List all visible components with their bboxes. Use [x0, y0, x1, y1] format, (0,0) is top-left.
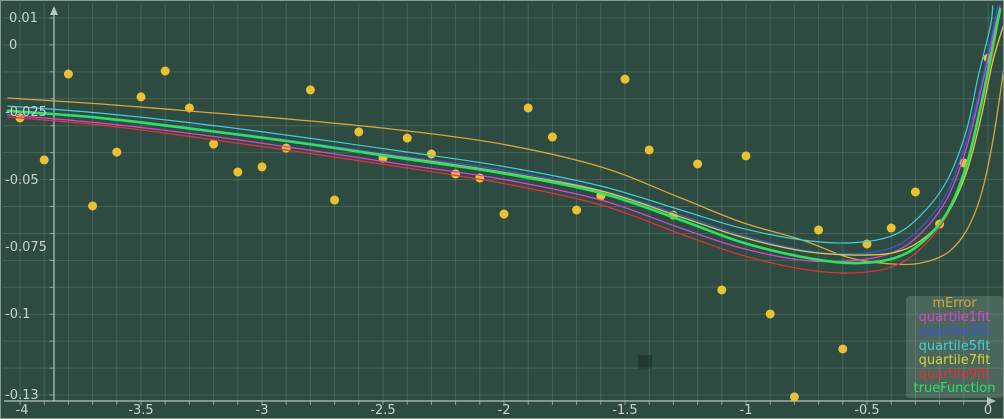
x-axis-arrow-icon [987, 397, 996, 405]
scatter-point [717, 285, 727, 295]
scatter-point [209, 139, 219, 149]
y-axis-tick-label: -0.075 [5, 240, 47, 255]
x-axis-tick-label: -4 [15, 403, 29, 418]
legend-entry-quartile3fit: quartile3fit [918, 324, 991, 340]
scatter-point [620, 74, 630, 84]
scatter-point [305, 85, 315, 95]
y-axis-tick-label: -0.025 [5, 105, 47, 120]
curve-truefunction [6, 7, 1002, 265]
scatter-point [233, 167, 243, 177]
x-axis-tick-label: -1.5 [612, 403, 638, 418]
scatter-point [886, 223, 896, 233]
x-axis-tick-label: -3.5 [128, 403, 154, 418]
y-axis-tick-label: -0.05 [5, 173, 39, 188]
legend-entry-quartile7fit: quartile7fit [918, 352, 991, 368]
x-axis-tick-label: -1 [739, 403, 753, 418]
scatter-point [523, 103, 533, 113]
scatter-point [789, 392, 799, 402]
legend-entry-truefunction: trueFunction [913, 381, 996, 397]
scatter-point [693, 159, 703, 169]
scatter-point [910, 187, 920, 197]
scatter-point [402, 133, 412, 143]
scatter-point [838, 344, 848, 354]
legend: mError quartile1fit quartile3fit quartil… [906, 296, 1003, 399]
y-axis-tick-label: -0.13 [5, 388, 39, 403]
scatter-point [39, 155, 49, 165]
y-axis-tick-label: -0.1 [5, 307, 31, 322]
x-axis-tick-label: 0 [983, 403, 993, 418]
curve-quartile5fit [7, 5, 994, 244]
y-axis-tick-label: 0 [9, 38, 18, 53]
scatter-point [814, 225, 824, 235]
legend-entry-quartile9fit: quartile9fit [918, 367, 991, 383]
scatter-point [765, 309, 775, 319]
scatter-point [354, 127, 364, 137]
y-axis-tick-label: 0.01 [9, 11, 38, 26]
scatter-point [88, 201, 98, 211]
legend-entry-quartile5fit: quartile5fit [918, 338, 991, 354]
x-axis-tick-label: -0.5 [854, 403, 880, 418]
scatter-point [741, 151, 751, 161]
scatter-point [63, 69, 73, 79]
x-axis-tick-label: -2 [497, 403, 511, 418]
curve-quartile1fit [7, 5, 1001, 263]
y-axis-arrow-icon [50, 6, 58, 15]
scatter-point [281, 143, 291, 153]
scatter-point [644, 145, 654, 155]
scatter-point [160, 66, 170, 76]
scatter-point [572, 205, 582, 215]
scatter-point [136, 92, 146, 102]
scatter-point [547, 132, 557, 142]
scatter-point [257, 162, 267, 172]
x-axis-tick-label: -2.5 [370, 403, 396, 418]
scatter-point [112, 147, 122, 157]
legend-entry-quartile1fit: quartile1fit [918, 310, 991, 326]
dark-square-artifact [638, 355, 652, 369]
curve-merror [7, 69, 1003, 266]
scatter-point [499, 209, 509, 219]
legend-entry-merror: mError [932, 296, 977, 311]
curve-quartile7fit [7, 24, 1003, 256]
scatter-point [426, 149, 436, 159]
x-axis-tick-label: -3 [255, 403, 269, 418]
scatter-point [330, 195, 340, 205]
